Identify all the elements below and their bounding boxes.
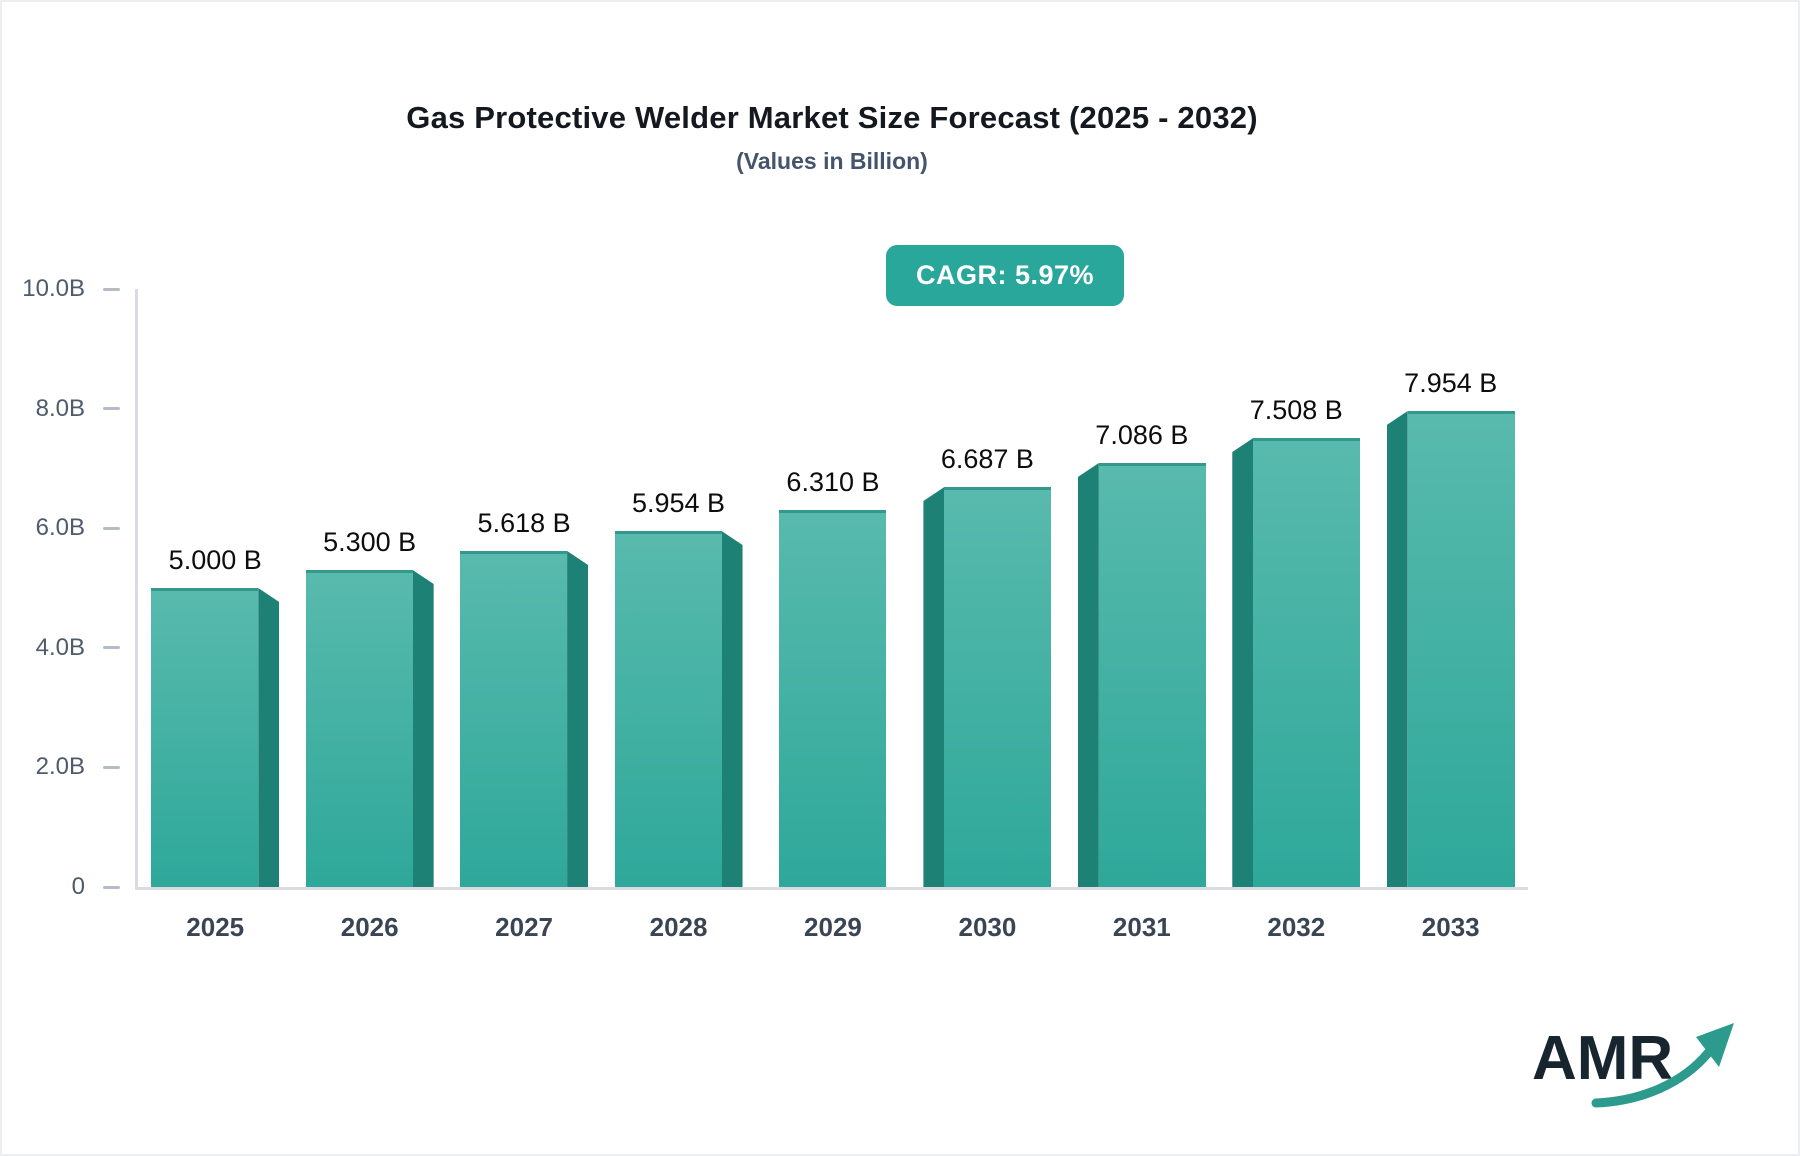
bar-front-face bbox=[614, 531, 722, 887]
bar-side-face bbox=[1386, 411, 1408, 887]
x-axis-label-2027: 2027 bbox=[495, 912, 554, 942]
cagr-badge: CAGR: 5.97% bbox=[885, 245, 1125, 306]
cagr-badge-row: CAGR: 5.97% bbox=[2, 245, 1798, 306]
x-axis-label-2031: 2031 bbox=[1112, 912, 1171, 942]
y-tick-2.0B: 2.0B bbox=[21, 752, 120, 782]
bar-front-face bbox=[460, 551, 568, 887]
bar-front-face bbox=[151, 588, 259, 887]
bar-column-2031: 7.086 B 2031 bbox=[1065, 289, 1219, 942]
y-tick-dash bbox=[103, 885, 120, 889]
bar-front-face bbox=[1407, 411, 1515, 887]
y-tick-label: 4.0B bbox=[35, 633, 85, 661]
x-axis-label-2025: 2025 bbox=[186, 912, 245, 942]
bar-value-label: 7.086 B bbox=[1095, 420, 1189, 450]
bar-front-face bbox=[1253, 438, 1361, 887]
y-tick-dash bbox=[103, 646, 120, 650]
bar-column-2032: 7.508 B 2032 bbox=[1219, 289, 1373, 942]
bar-2025 bbox=[151, 588, 280, 887]
bar-value-label: 5.954 B bbox=[631, 488, 726, 518]
y-axis: 10.0B 8.0B 6.0B 4.0B 2.0B 0 bbox=[2, 2, 135, 1154]
x-axis-label-2032: 2032 bbox=[1267, 912, 1326, 942]
amr-logo-arrow-icon bbox=[1591, 1023, 1734, 1108]
chart-header: Gas Protective Welder Market Size Foreca… bbox=[87, 2, 1577, 175]
bar-value-label: 6.687 B bbox=[940, 444, 1034, 474]
y-tick-dash bbox=[103, 765, 120, 769]
bar-value-label: 6.310 B bbox=[786, 467, 880, 497]
bar-front-face bbox=[944, 487, 1052, 887]
y-tick-label: 8.0B bbox=[35, 394, 85, 422]
bar-value-label: 7.508 B bbox=[1249, 395, 1343, 425]
bar-value-label: 5.618 B bbox=[477, 508, 571, 538]
y-tick-0: 0 bbox=[21, 872, 120, 902]
y-tick-label: 0 bbox=[71, 873, 85, 900]
chart-title: Gas Protective Welder Market Size Foreca… bbox=[406, 100, 1258, 135]
bar-2031 bbox=[1077, 463, 1206, 887]
bar-side-face bbox=[258, 588, 280, 887]
bar-column-2030: 6.687 B 2030 bbox=[910, 289, 1064, 942]
y-tick-label: 10.0B bbox=[22, 275, 85, 302]
y-tick-4.0B: 4.0B bbox=[21, 633, 120, 663]
bar-column-2027: 5.618 B 2027 bbox=[447, 289, 601, 942]
x-axis-label-2030: 2030 bbox=[958, 912, 1017, 942]
y-tick-label: 2.0B bbox=[35, 753, 85, 781]
bar-side-face bbox=[567, 551, 589, 887]
amr-logo: AMR bbox=[1530, 1015, 1760, 1110]
bar-side-face bbox=[1077, 463, 1099, 887]
bar-2026 bbox=[305, 570, 434, 887]
bar-side-face bbox=[1232, 438, 1254, 887]
bar-side-face bbox=[721, 531, 743, 887]
bar-value-label: 7.954 B bbox=[1404, 368, 1498, 398]
y-tick-label: 6.0B bbox=[35, 514, 85, 542]
bar-2033 bbox=[1386, 411, 1515, 887]
bar-front-face bbox=[305, 570, 413, 887]
amr-logo-text: AMR bbox=[1532, 1024, 1673, 1093]
bar-front-face bbox=[779, 510, 887, 887]
x-axis-label-2026: 2026 bbox=[340, 912, 399, 942]
x-axis-label-2028: 2028 bbox=[649, 912, 708, 942]
bar-2029 bbox=[779, 510, 887, 887]
bar-column-2028: 5.954 B 2028 bbox=[601, 289, 755, 942]
bar-2027 bbox=[460, 551, 589, 887]
bar-column-2029: 6.310 B 2029 bbox=[756, 289, 910, 942]
y-tick-10.0B: 10.0B bbox=[21, 274, 120, 304]
bar-2028 bbox=[614, 531, 743, 887]
bar-column-2025: 5.000 B 2025 bbox=[138, 289, 292, 942]
y-tick-dash bbox=[103, 526, 120, 530]
bar-value-label: 5.300 B bbox=[323, 527, 417, 557]
bar-column-2033: 7.954 B 2033 bbox=[1374, 289, 1528, 942]
y-tick-dash bbox=[103, 287, 120, 291]
plot-area: 5.000 B 2025 5.300 B 2026 5.618 B 2027 5.954 B… bbox=[135, 289, 1528, 942]
bar-2030 bbox=[923, 487, 1052, 887]
bar-2032 bbox=[1232, 438, 1361, 887]
y-tick-6.0B: 6.0B bbox=[21, 513, 120, 543]
bar-side-face bbox=[412, 570, 434, 887]
x-axis-label-2033: 2033 bbox=[1421, 912, 1480, 942]
bar-value-label: 5.000 B bbox=[168, 545, 262, 575]
bar-side-face bbox=[923, 487, 945, 887]
chart-subtitle: (Values in Billion) bbox=[736, 148, 928, 174]
y-tick-8.0B: 8.0B bbox=[21, 394, 120, 424]
bar-column-2026: 5.300 B 2026 bbox=[292, 289, 446, 942]
x-axis-label-2029: 2029 bbox=[804, 912, 862, 942]
y-tick-dash bbox=[103, 407, 120, 411]
bar-front-face bbox=[1098, 463, 1206, 887]
